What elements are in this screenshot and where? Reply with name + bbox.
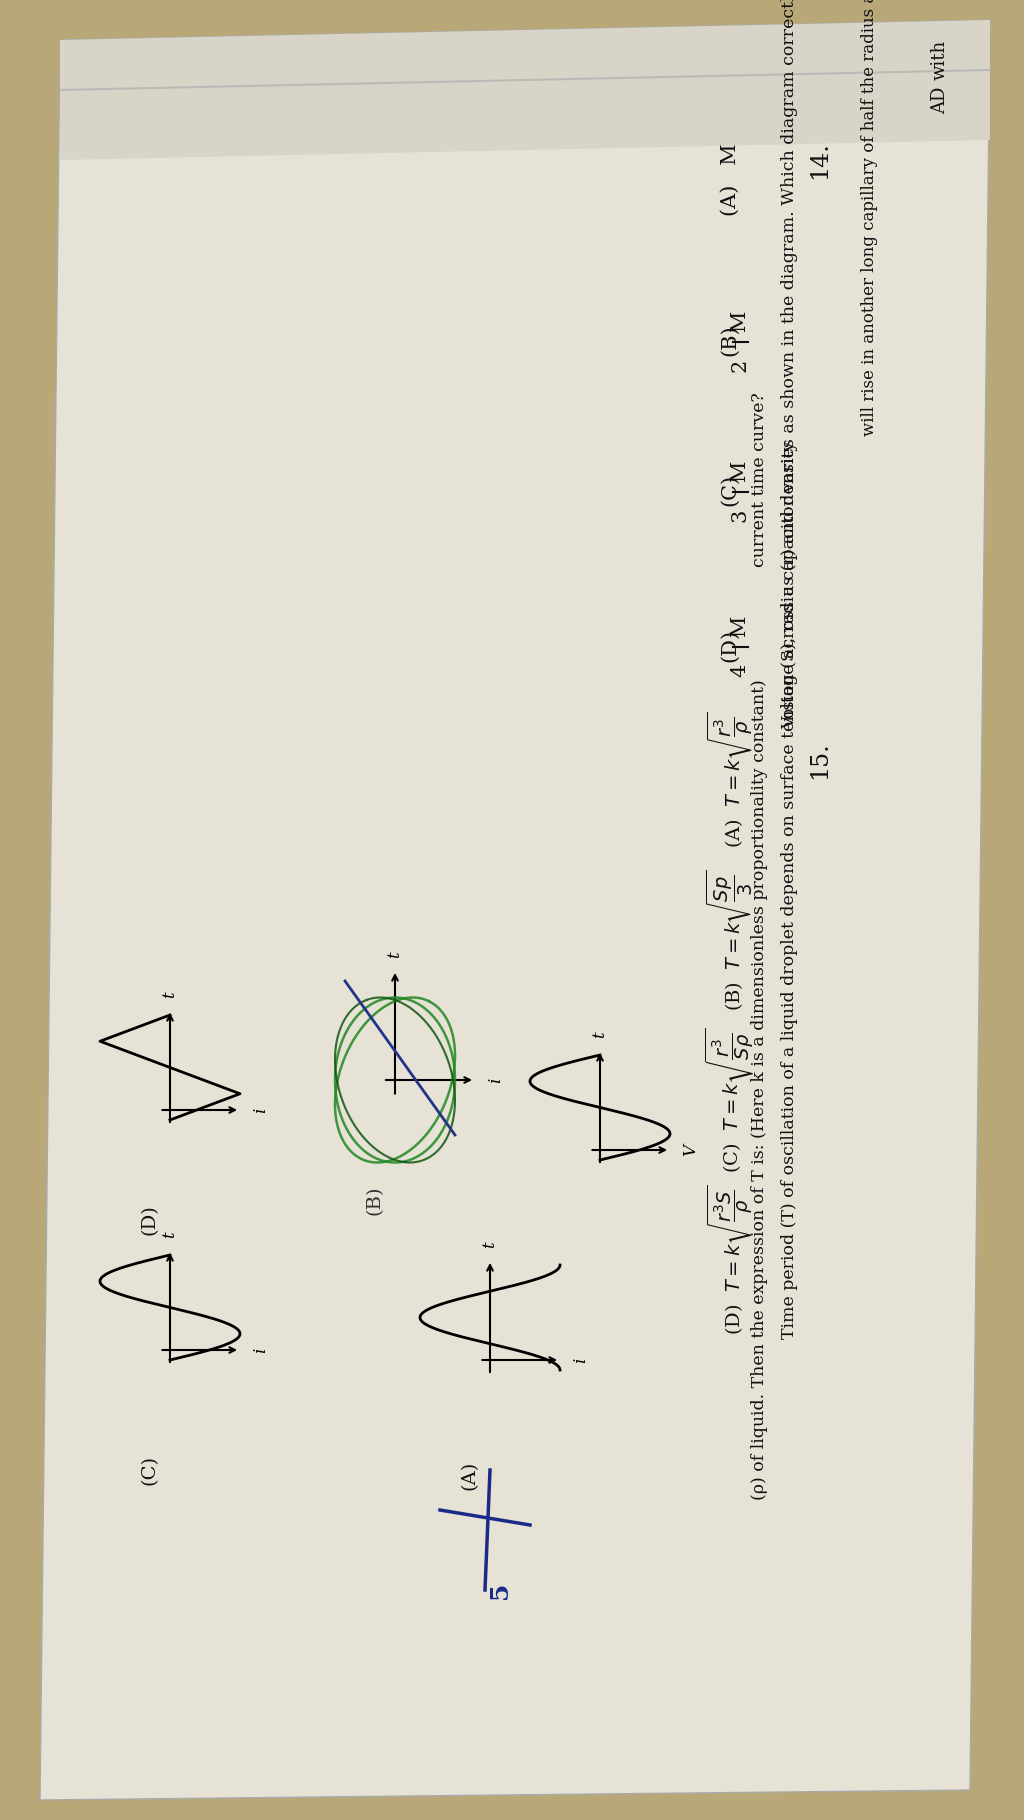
Text: 4: 4 <box>730 662 750 677</box>
Text: i: i <box>252 1107 269 1112</box>
Text: t: t <box>386 952 403 957</box>
Text: (C)  $T=k\sqrt{\dfrac{r^3}{S\rho}}$: (C) $T=k\sqrt{\dfrac{r^3}{S\rho}}$ <box>703 1026 757 1172</box>
Text: Voltage across a capacitor varies as shown in the diagram. Which diagram correct: Voltage across a capacitor varies as sho… <box>781 0 799 728</box>
Text: M: M <box>730 309 750 331</box>
Text: t: t <box>592 1032 608 1037</box>
Text: t: t <box>162 1232 178 1238</box>
Polygon shape <box>60 20 990 160</box>
Text: AD: AD <box>931 86 949 113</box>
Text: M: M <box>730 615 750 635</box>
Text: 3: 3 <box>730 508 750 522</box>
Text: M: M <box>730 459 750 480</box>
Text: current time curve?: current time curve? <box>752 393 768 568</box>
Text: i: i <box>252 1347 269 1352</box>
Text: t: t <box>162 992 178 997</box>
Text: (A): (A) <box>461 1460 479 1489</box>
Text: V: V <box>682 1145 699 1156</box>
Text: 14.: 14. <box>809 142 831 178</box>
Text: (C): (C) <box>141 1454 159 1485</box>
Text: (D): (D) <box>141 1205 159 1236</box>
Text: Time period (T) of oscillation of a liquid droplet depends on surface tension (S: Time period (T) of oscillation of a liqu… <box>781 440 799 1340</box>
Text: 5: 5 <box>488 1582 512 1598</box>
Text: (C): (C) <box>721 473 739 506</box>
Text: (A)   M: (A) M <box>721 144 739 217</box>
Text: (D): (D) <box>721 628 739 661</box>
Polygon shape <box>40 20 990 1800</box>
Text: 15.: 15. <box>809 741 831 779</box>
Text: i: i <box>572 1358 589 1363</box>
Text: will rise in another long capillary of half the radius and made of same material: will rise in another long capillary of h… <box>861 0 879 435</box>
Text: (A)  $T=k\sqrt{\dfrac{r^3}{\rho}}$: (A) $T=k\sqrt{\dfrac{r^3}{\rho}}$ <box>706 712 755 848</box>
Text: 2: 2 <box>730 359 750 371</box>
Text: (B)  $T=k_{\!}\sqrt{\dfrac{Sp}{3}}$: (B) $T=k_{\!}\sqrt{\dfrac{Sp}{3}}$ <box>705 870 756 1010</box>
Text: with: with <box>931 40 949 80</box>
Text: (D)  $T=k\sqrt{\dfrac{r^3 S}{\rho}}$: (D) $T=k\sqrt{\dfrac{r^3 S}{\rho}}$ <box>706 1185 755 1336</box>
Text: (B): (B) <box>721 324 739 357</box>
Text: (ρ) of liquid. Then the expression of T is: (Here k is a dimensionless proportio: (ρ) of liquid. Then the expression of T … <box>752 679 768 1500</box>
Text: t: t <box>481 1241 499 1249</box>
Text: i: i <box>487 1077 504 1083</box>
Text: (B): (B) <box>366 1185 384 1214</box>
